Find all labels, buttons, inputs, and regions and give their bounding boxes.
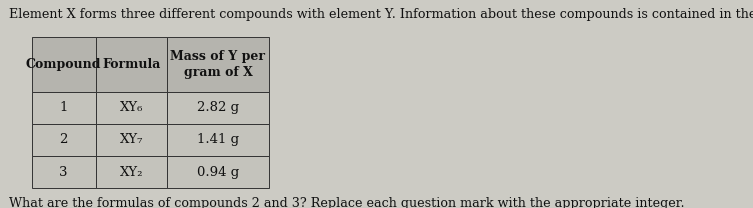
Bar xyxy=(167,124,269,156)
Bar xyxy=(96,124,167,156)
Bar xyxy=(167,92,269,124)
Text: XY₇: XY₇ xyxy=(120,133,143,146)
Bar xyxy=(96,37,167,92)
Bar xyxy=(96,92,167,124)
Text: 1.41 g: 1.41 g xyxy=(197,133,239,146)
Text: XY₆: XY₆ xyxy=(120,101,143,114)
Text: Mass of Y per
gram of X: Mass of Y per gram of X xyxy=(170,50,266,79)
Text: What are the formulas of compounds 2 and 3? Replace each question mark with the : What are the formulas of compounds 2 and… xyxy=(9,197,684,208)
Text: 2.82 g: 2.82 g xyxy=(197,101,239,114)
Text: Element X forms three different compounds with element Y. Information about thes: Element X forms three different compound… xyxy=(9,8,753,21)
Bar xyxy=(167,156,269,188)
Text: XY₂: XY₂ xyxy=(120,166,143,179)
Bar xyxy=(32,156,96,188)
Text: 2: 2 xyxy=(59,133,68,146)
Bar xyxy=(32,92,96,124)
Bar xyxy=(32,124,96,156)
Text: 0.94 g: 0.94 g xyxy=(197,166,239,179)
Bar xyxy=(32,37,96,92)
Bar xyxy=(96,156,167,188)
Text: 1: 1 xyxy=(59,101,68,114)
Text: Compound: Compound xyxy=(26,58,102,71)
Text: Formula: Formula xyxy=(102,58,160,71)
Text: 3: 3 xyxy=(59,166,68,179)
Bar xyxy=(167,37,269,92)
